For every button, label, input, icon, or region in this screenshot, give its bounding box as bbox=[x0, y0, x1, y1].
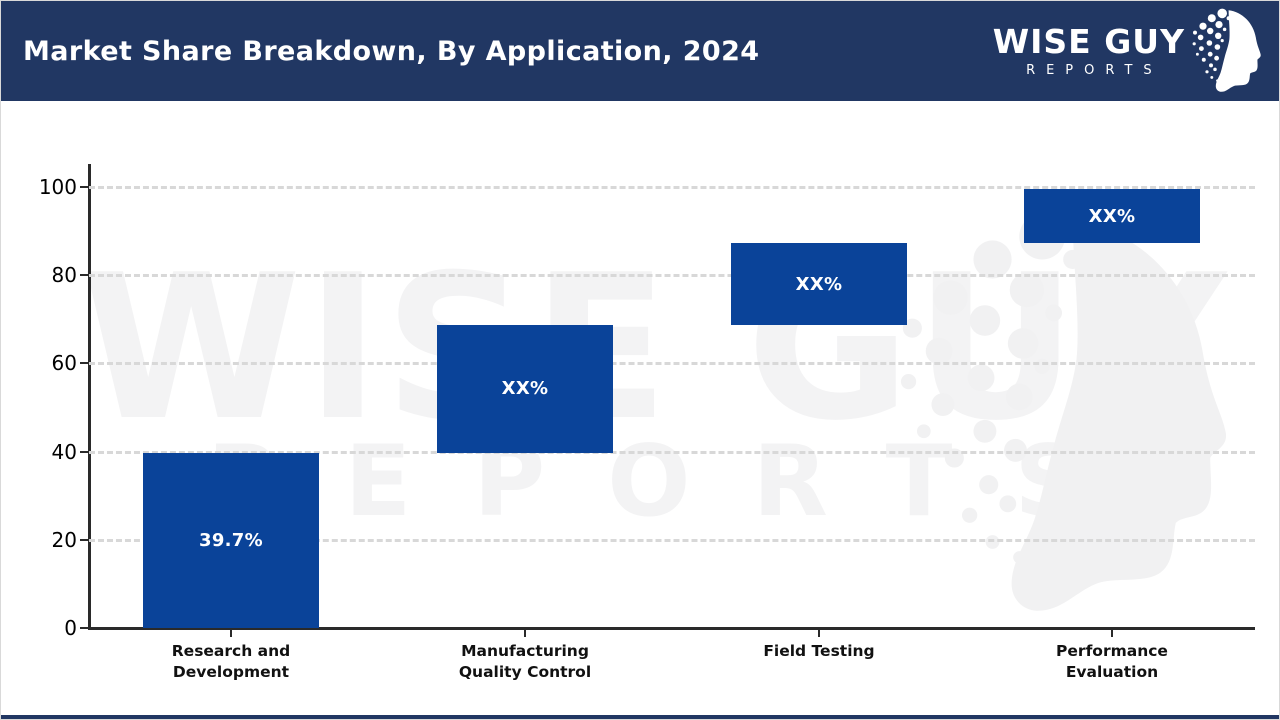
logo-text: WISE GUY REPORTS bbox=[993, 25, 1185, 77]
y-tick-label-60: 60 bbox=[51, 351, 77, 376]
watermark-head-icon bbox=[900, 213, 1227, 611]
bar-value-label: 39.7% bbox=[199, 529, 263, 551]
y-tick-40 bbox=[80, 450, 88, 453]
x-category-label-line: Field Testing bbox=[763, 642, 875, 660]
bar-segment-1: 39.7% bbox=[143, 452, 319, 628]
y-tick-20 bbox=[80, 538, 88, 541]
gridline-40 bbox=[89, 450, 1255, 454]
y-tick-0 bbox=[80, 627, 88, 629]
y-tick-label-100: 100 bbox=[38, 175, 77, 199]
x-category-label-1: Research and Development bbox=[101, 641, 361, 683]
y-tick-100 bbox=[80, 186, 88, 188]
x-category-label-3: Field Testing bbox=[689, 641, 949, 662]
y-tick-label-20: 20 bbox=[51, 527, 77, 552]
x-category-label-line: Research and bbox=[171, 642, 291, 660]
watermark-subtext: REPORTS bbox=[206, 425, 1148, 539]
dotted-head-icon bbox=[1192, 8, 1261, 92]
bar-value-label: XX% bbox=[501, 378, 549, 400]
header-bar: Market Share Breakdown, By Application, … bbox=[1, 1, 1279, 101]
y-tick-label-0: 0 bbox=[64, 616, 77, 640]
gridline-20 bbox=[89, 538, 1255, 542]
x-category-label-line: Quality Control bbox=[458, 663, 592, 681]
bar-segment-2: XX% bbox=[437, 325, 613, 453]
gridline-60 bbox=[89, 362, 1255, 366]
x-axis-spine bbox=[88, 627, 1255, 630]
x-tick-2 bbox=[524, 628, 526, 637]
x-category-label-line: Performance bbox=[1056, 642, 1168, 660]
gridline-100 bbox=[89, 186, 1255, 189]
y-axis-spine bbox=[88, 164, 91, 629]
bar-value-label: XX% bbox=[1088, 205, 1136, 227]
y-tick-80 bbox=[80, 274, 88, 277]
page-title: Market Share Breakdown, By Application, … bbox=[23, 35, 760, 67]
bar-segment-3: XX% bbox=[731, 243, 907, 326]
x-tick-3 bbox=[818, 628, 820, 637]
x-category-label-4: Performance Evaluation bbox=[982, 641, 1242, 683]
x-tick-1 bbox=[230, 628, 232, 637]
wiseguy-logo: WISE GUY REPORTS bbox=[993, 7, 1265, 95]
x-category-label-line: Manufacturing bbox=[461, 642, 589, 660]
x-tick-4 bbox=[1111, 628, 1113, 637]
logo-subtext: REPORTS bbox=[1026, 63, 1163, 78]
footer-accent-bar bbox=[1, 715, 1279, 719]
gridline-80 bbox=[89, 274, 1255, 278]
logo-wordmark: WISE GUY bbox=[992, 22, 1185, 61]
y-tick-label-40: 40 bbox=[51, 439, 77, 464]
x-category-label-2: Manufacturing Quality Control bbox=[395, 641, 655, 683]
x-category-label-line: Evaluation bbox=[1065, 663, 1159, 681]
bar-value-label: XX% bbox=[795, 273, 843, 295]
bar-segment-4: XX% bbox=[1024, 189, 1200, 243]
x-category-label-line: Development bbox=[172, 663, 290, 681]
y-tick-60 bbox=[80, 362, 88, 365]
y-tick-label-80: 80 bbox=[51, 263, 77, 288]
